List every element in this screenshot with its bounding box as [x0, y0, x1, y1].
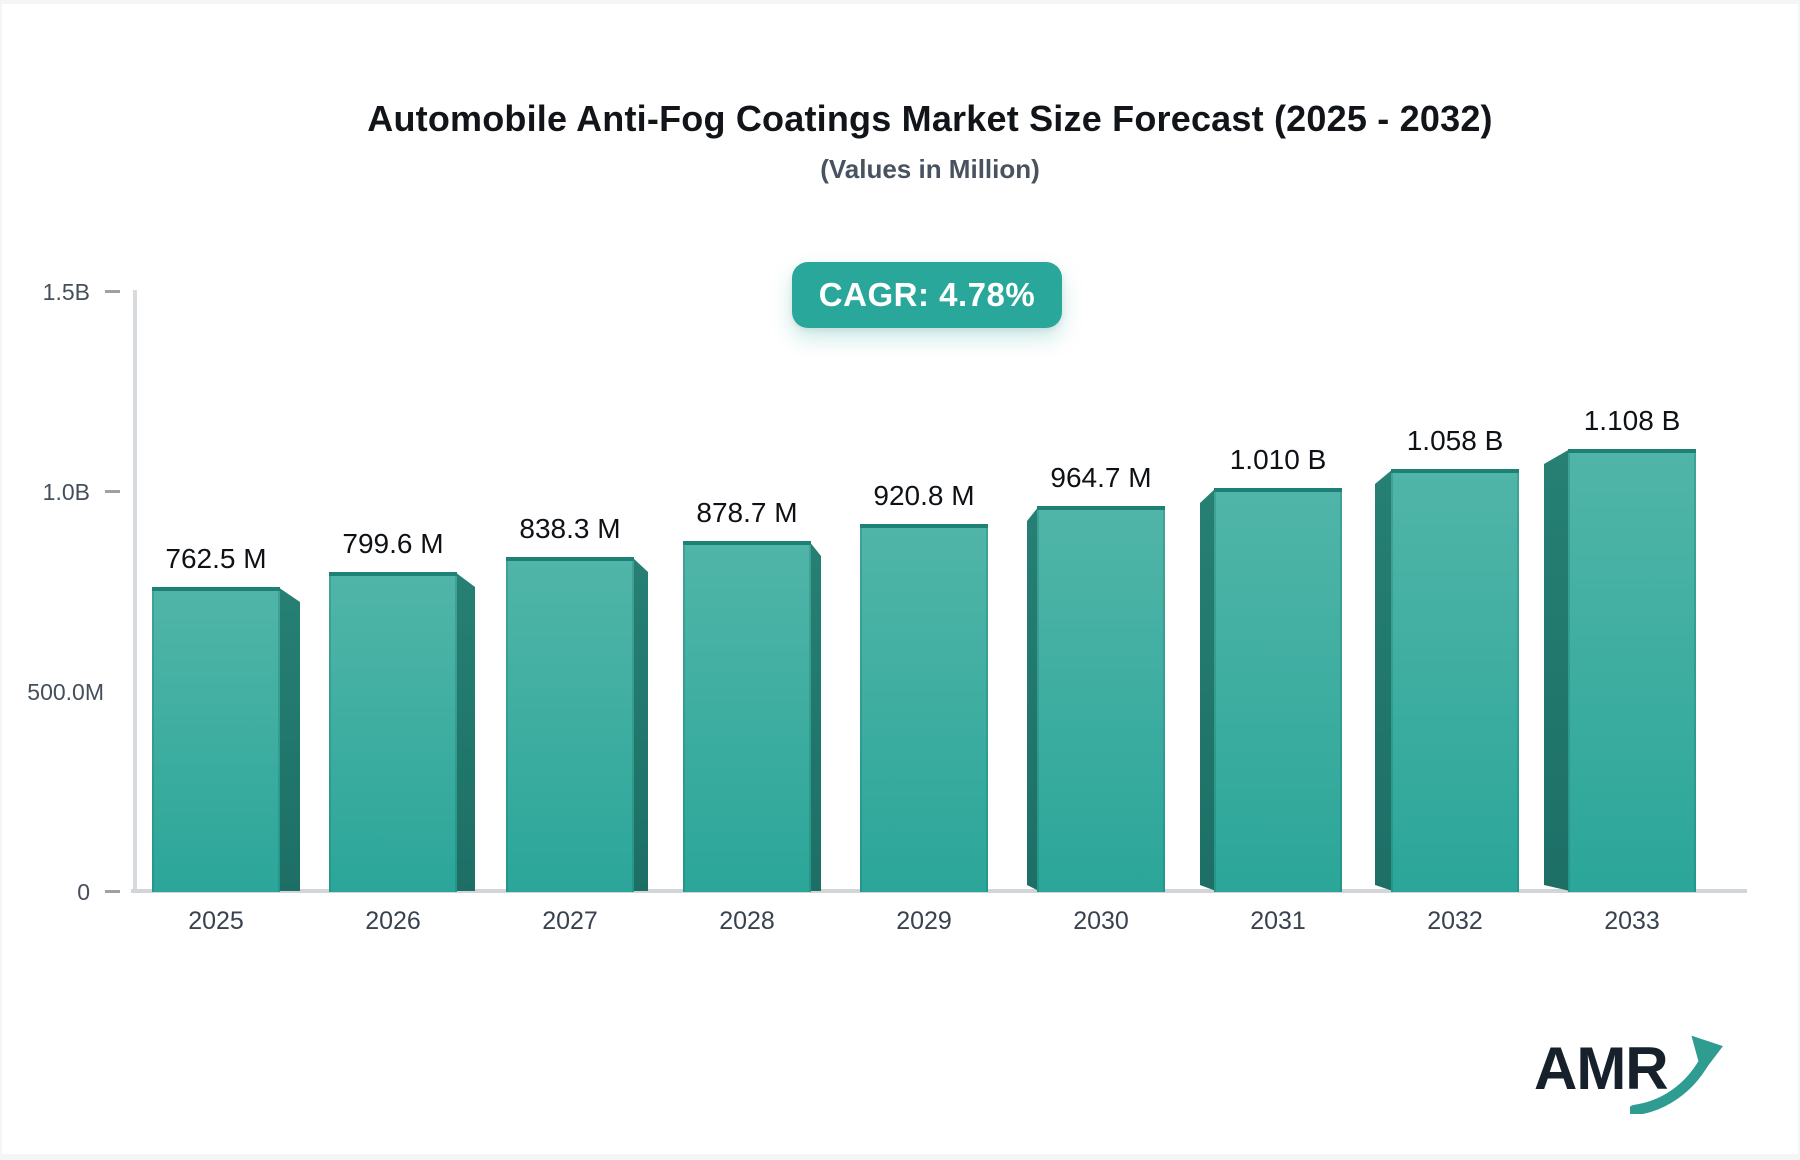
- bar-value-label: 799.6 M: [342, 528, 443, 560]
- x-axis-label: 2028: [719, 907, 775, 936]
- bar-value-label: 1.058 B: [1407, 425, 1504, 457]
- x-axis-label: 2031: [1250, 907, 1306, 936]
- bar-3d-side: [278, 587, 300, 891]
- bar-2029: [860, 524, 988, 892]
- x-axis-label: 2025: [188, 907, 244, 936]
- y-axis-tick-mark: [105, 890, 120, 893]
- bar-value-label: 1.010 B: [1230, 444, 1327, 476]
- bar-2030: [1037, 506, 1165, 892]
- bar-2026: [329, 572, 457, 892]
- bar-value-label: 762.5 M: [165, 543, 266, 575]
- chart-card: Automobile Anti-Fog Coatings Market Size…: [2, 4, 1798, 1154]
- y-axis-tick-label: 1.0B: [2, 477, 90, 507]
- x-axis-label: 2029: [896, 907, 952, 936]
- bar-2025: [152, 587, 280, 892]
- bar-3d-side: [1544, 449, 1570, 891]
- bar-2031: [1214, 488, 1342, 892]
- bar-2033: [1568, 449, 1696, 892]
- bar-value-label: 838.3 M: [519, 513, 620, 545]
- y-axis-line: [133, 290, 137, 893]
- x-axis-label: 2033: [1604, 907, 1660, 936]
- y-axis-tick-mark: [105, 290, 120, 293]
- bar-3d-side: [632, 557, 648, 891]
- x-axis-label: 2030: [1073, 907, 1129, 936]
- bar-value-label: 878.7 M: [696, 497, 797, 529]
- bar-value-label: 920.8 M: [873, 480, 974, 512]
- growth-arrow-icon: [1630, 1026, 1726, 1114]
- bar-2032: [1391, 469, 1519, 892]
- x-axis-label: 2032: [1427, 907, 1483, 936]
- bar-3d-side: [455, 572, 475, 891]
- bar-value-label: 964.7 M: [1050, 462, 1151, 494]
- bar-value-label: 1.108 B: [1584, 405, 1681, 437]
- y-axis-tick-mark: [105, 490, 120, 493]
- x-axis-label: 2026: [365, 907, 421, 936]
- y-axis-tick-label: 500.0M: [2, 677, 104, 707]
- y-axis-tick-label: 0: [2, 877, 90, 907]
- y-axis-tick-label: 1.5B: [2, 277, 90, 307]
- bar-2027: [506, 557, 634, 892]
- amr-logo: AMR: [1534, 1034, 1734, 1124]
- x-axis-label: 2027: [542, 907, 598, 936]
- bar-2028: [683, 541, 811, 892]
- bar-chart: 1.5B 1.0B 500.0M 0 762.5 M 2025 799.6 M 2026 838…: [2, 4, 1800, 1160]
